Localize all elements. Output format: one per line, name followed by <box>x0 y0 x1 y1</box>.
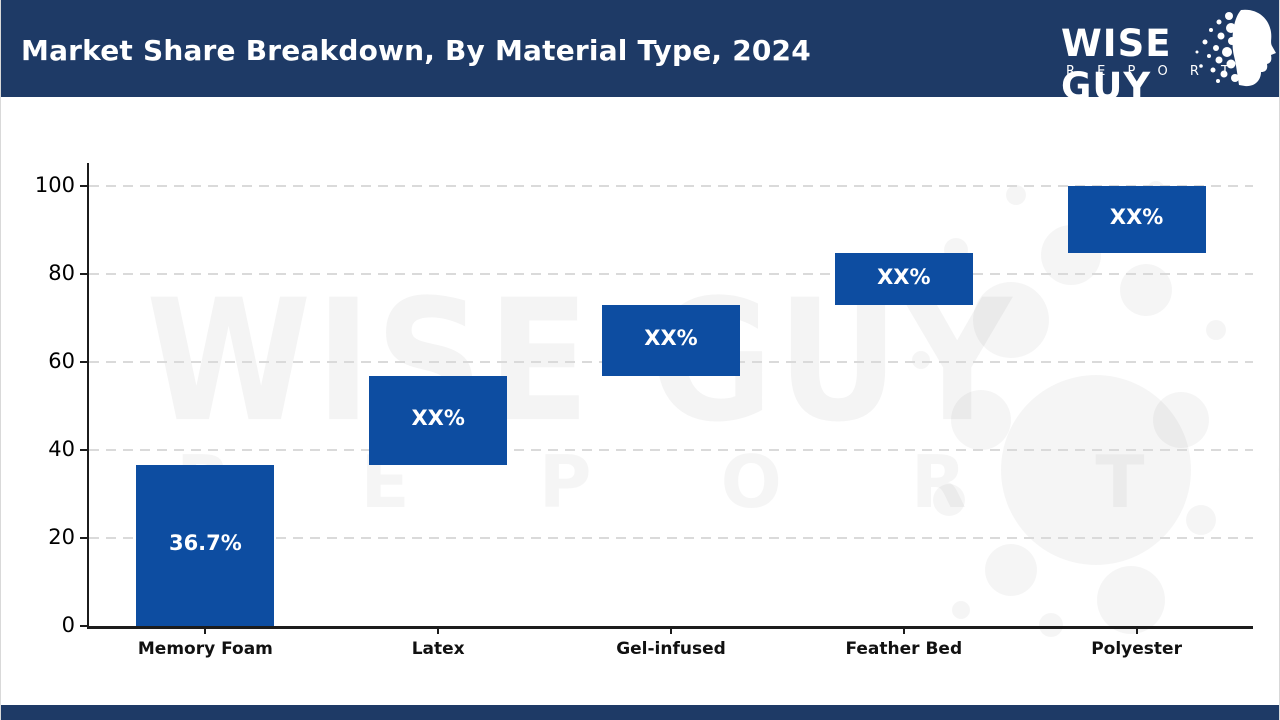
y-axis-tick <box>80 449 88 451</box>
page-title: Market Share Breakdown, By Material Type… <box>21 34 811 67</box>
category-label: Latex <box>411 639 465 659</box>
x-axis-tick <box>902 628 905 634</box>
y-axis-tick <box>80 361 88 363</box>
y-tick-label: 80 <box>48 261 75 285</box>
bar-value-label: XX% <box>411 406 465 431</box>
waterfall-chart: 0 20 40 60 80 100 36.7% Memory Foam XX% Latex XX% G… <box>1 97 1279 705</box>
bar-segment <box>136 464 275 626</box>
bar-value-label: XX% <box>877 264 931 289</box>
category-label: Feather Bed <box>845 639 963 659</box>
y-tick-label: 100 <box>34 173 75 197</box>
y-axis <box>87 163 89 628</box>
x-axis-tick <box>437 628 440 634</box>
y-tick-label: 40 <box>48 437 75 461</box>
logo-subtext: R E P O R T S <box>1066 64 1269 79</box>
bar-value-label: 36.7% <box>168 531 242 556</box>
bar-segment <box>1067 186 1206 253</box>
x-axis-tick <box>204 628 207 634</box>
bar-segment <box>369 375 508 465</box>
header: Market Share Breakdown, By Material Type… <box>1 0 1279 108</box>
y-axis-tick <box>80 273 88 275</box>
y-tick-label: 0 <box>61 613 75 637</box>
category-label: Polyester <box>1091 639 1182 659</box>
y-axis-tick <box>80 185 88 187</box>
y-axis-tick <box>80 625 88 627</box>
watermark-subtext: R E P O R T S <box>176 440 1279 524</box>
bar-segment <box>834 252 973 305</box>
y-tick-label: 20 <box>48 525 75 549</box>
logo-head-icon <box>1195 9 1276 87</box>
bar-value-label: XX% <box>1109 205 1164 230</box>
footer-bar <box>1 705 1279 720</box>
category-label: Gel-infused <box>616 639 726 659</box>
gridline <box>89 185 1253 187</box>
gridline <box>89 537 1253 539</box>
gridline <box>89 449 1253 451</box>
logo-wordmark: WISE GUY <box>1061 22 1172 108</box>
y-axis-tick <box>80 537 88 539</box>
x-axis <box>87 626 1253 629</box>
bar-value-label: XX% <box>644 326 698 351</box>
bar-segment <box>602 304 740 376</box>
watermark-head-icon <box>912 181 1226 637</box>
logo: WISE GUY R E P O R T S <box>1021 8 1276 108</box>
gridline <box>89 273 1253 275</box>
x-axis-tick <box>670 628 672 634</box>
x-axis-tick <box>1135 628 1138 634</box>
category-label: Memory Foam <box>137 639 273 659</box>
y-tick-label: 60 <box>48 349 75 373</box>
